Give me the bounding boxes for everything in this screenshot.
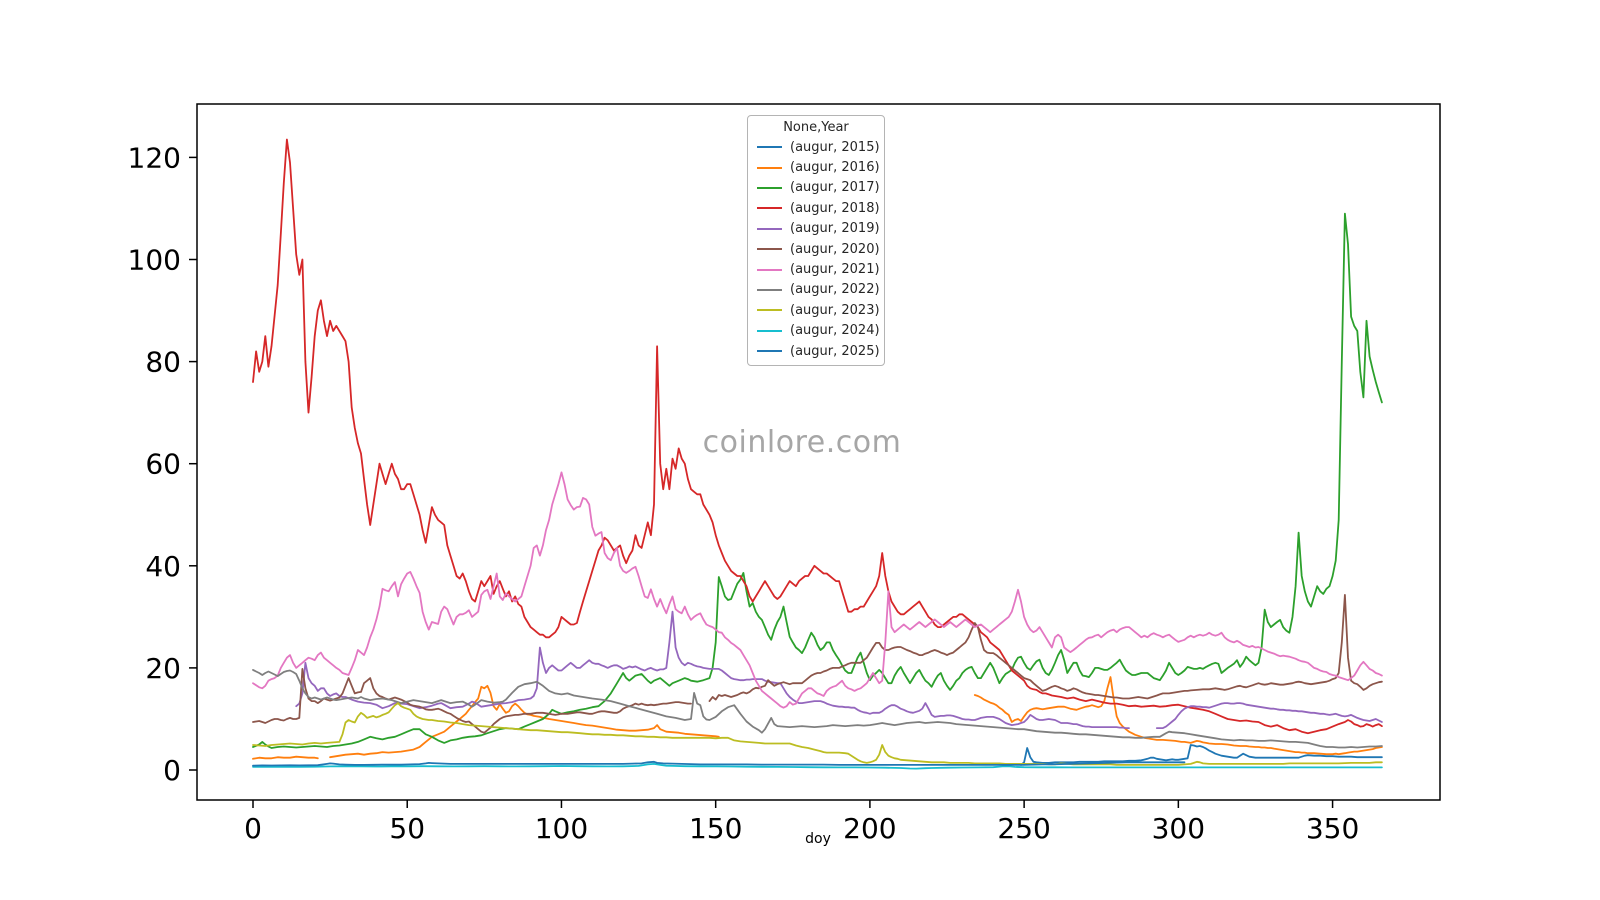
x-tick-label: 250 xyxy=(997,812,1050,845)
legend-entry: (augur, 2017) xyxy=(748,178,884,198)
legend-line-sample xyxy=(757,288,782,291)
legend-line-sample xyxy=(757,329,782,332)
series-line-2015 xyxy=(1020,744,1383,766)
series-line-2023 xyxy=(252,702,1383,766)
y-tick-label: 0 xyxy=(163,754,181,787)
series-line-2016 xyxy=(329,684,720,759)
legend: None,Year (augur, 2015) (augur, 2016) (aug… xyxy=(747,115,885,367)
legend-entry: (augur, 2016) xyxy=(748,157,884,177)
legend-entry-label: (augur, 2021) xyxy=(790,262,880,278)
series-line-2022 xyxy=(252,669,1383,749)
series-line-2019 xyxy=(1155,702,1383,729)
y-tick-label: 120 xyxy=(128,141,181,174)
legend-entries: (augur, 2015) (augur, 2016) (augur, 2017) (… xyxy=(748,137,884,361)
x-tick-label: 100 xyxy=(535,812,588,845)
x-axis-label: doy xyxy=(805,831,831,847)
legend-entry: (augur, 2015) xyxy=(748,137,884,157)
legend-entry: (augur, 2018) xyxy=(748,198,884,218)
legend-entry: (augur, 2022) xyxy=(748,280,884,300)
y-tick-label: 20 xyxy=(145,652,181,685)
legend-entry-label: (augur, 2022) xyxy=(790,282,880,298)
legend-entry-label: (augur, 2019) xyxy=(790,221,880,237)
legend-line-sample xyxy=(757,227,782,230)
series-line-2018 xyxy=(252,138,1383,735)
x-tick-label: 50 xyxy=(389,812,425,845)
series-line-2017 xyxy=(252,212,1383,749)
legend-line-sample xyxy=(757,309,782,312)
legend-line-sample xyxy=(757,350,782,353)
x-tick-label: 0 xyxy=(244,812,262,845)
legend-line-sample xyxy=(757,268,782,271)
legend-entry-label: (augur, 2023) xyxy=(790,302,880,318)
legend-entry-label: (augur, 2025) xyxy=(790,343,880,359)
legend-entry: (augur, 2024) xyxy=(748,321,884,341)
legend-entry: (augur, 2019) xyxy=(748,219,884,239)
legend-entry-label: (augur, 2015) xyxy=(790,139,880,155)
series-line-2021 xyxy=(252,471,1383,709)
legend-entry: (augur, 2021) xyxy=(748,259,884,279)
x-tick-label: 350 xyxy=(1306,812,1359,845)
watermark: coinlore.com xyxy=(702,425,902,460)
x-tick-label: 200 xyxy=(843,812,896,845)
legend-entry-label: (augur, 2024) xyxy=(790,323,880,339)
legend-line-sample xyxy=(757,248,782,251)
series-line-2025 xyxy=(252,760,1186,767)
y-tick-label: 100 xyxy=(128,244,181,277)
legend-entry: (augur, 2025) xyxy=(748,341,884,361)
y-tick-label: 80 xyxy=(145,346,181,379)
legend-title: None,Year xyxy=(783,120,849,135)
x-tick-label: 300 xyxy=(1152,812,1205,845)
legend-entry-label: (augur, 2016) xyxy=(790,160,880,176)
legend-line-sample xyxy=(757,186,782,189)
legend-entry: (augur, 2020) xyxy=(748,239,884,259)
series-line-2016 xyxy=(252,755,319,760)
legend-entry-label: (augur, 2017) xyxy=(790,180,880,196)
legend-entry-label: (augur, 2020) xyxy=(790,241,880,257)
series-line-2020 xyxy=(708,594,1383,702)
legend-line-sample xyxy=(757,166,782,169)
series-line-2024 xyxy=(252,763,1383,770)
y-tick-label: 60 xyxy=(145,448,181,481)
legend-entry-label: (augur, 2018) xyxy=(790,200,880,216)
legend-line-sample xyxy=(757,207,782,210)
legend-line-sample xyxy=(757,146,782,149)
x-tick-label: 150 xyxy=(689,812,742,845)
legend-entry: (augur, 2023) xyxy=(748,300,884,320)
series-line-2016 xyxy=(973,676,1383,756)
y-tick-label: 40 xyxy=(145,550,181,583)
